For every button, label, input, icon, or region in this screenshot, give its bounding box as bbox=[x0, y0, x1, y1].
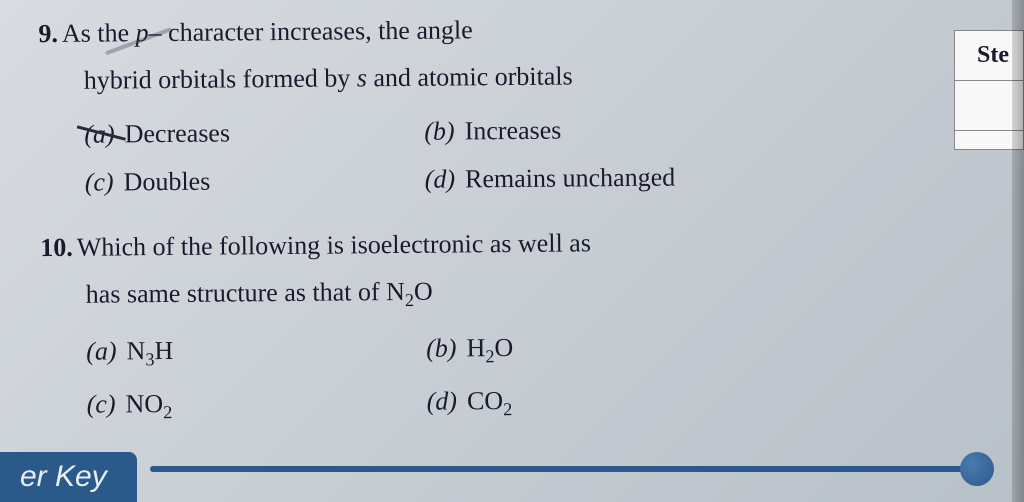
option-10c: (c) NO2 bbox=[87, 387, 407, 424]
option-10d-co: CO bbox=[467, 386, 503, 415]
option-10b-o: O bbox=[494, 333, 513, 362]
formula-n2o-o: O bbox=[414, 277, 433, 306]
question-9-line1: 9. As the p– character increases, the an… bbox=[38, 6, 992, 53]
option-9c-text: Doubles bbox=[123, 167, 210, 198]
page-edge-shadow bbox=[1012, 0, 1024, 502]
footer-line bbox=[150, 466, 970, 472]
option-10a-n: N bbox=[126, 337, 145, 366]
option-9b: (b) Increases bbox=[424, 113, 804, 146]
question-10-text1: Which of the following is isoelectronic … bbox=[77, 228, 591, 261]
option-10a-3: 3 bbox=[145, 350, 154, 370]
formula-n2o-2: 2 bbox=[405, 290, 414, 310]
option-10d-formula: CO2 bbox=[467, 386, 513, 421]
option-10c-formula: NO2 bbox=[125, 389, 172, 424]
formula-n2o-n: N bbox=[386, 277, 405, 306]
option-9d-label: (d) bbox=[425, 164, 456, 194]
option-9b-label: (b) bbox=[424, 116, 455, 146]
option-10a-label: (a) bbox=[86, 337, 117, 367]
question-10: 10. Which of the following is isoelectro… bbox=[40, 220, 996, 424]
question-10-line1: 10. Which of the following is isoelectro… bbox=[40, 220, 994, 267]
question-10-line2: has same structure as that of N2O bbox=[41, 267, 995, 318]
footer-bar: er Key bbox=[0, 442, 1024, 502]
option-9c: (c) Doubles bbox=[85, 165, 405, 198]
question-9-line2-prefix: hybrid orbitals formed by bbox=[84, 63, 357, 94]
option-10b-formula: H2O bbox=[466, 333, 513, 368]
option-9a-label: (a) bbox=[84, 119, 115, 149]
option-10d: (d) CO2 bbox=[427, 383, 807, 421]
option-10b-h: H bbox=[466, 334, 485, 363]
option-9d: (d) Remains unchanged bbox=[425, 161, 805, 194]
option-9d-text: Remains unchanged bbox=[465, 163, 675, 195]
option-9a: (a) Decreases bbox=[84, 117, 404, 150]
option-10c-label: (c) bbox=[87, 389, 116, 419]
option-9b-text: Increases bbox=[465, 116, 562, 147]
answer-key-container: er Key bbox=[0, 452, 137, 502]
question-9: 9. As the p– character increases, the an… bbox=[38, 6, 994, 198]
footer-circle-icon bbox=[960, 452, 994, 486]
option-10b-label: (b) bbox=[426, 334, 457, 364]
answer-key-label: er Key bbox=[0, 452, 137, 502]
question-number-10: 10. bbox=[40, 233, 73, 262]
option-10a-h: H bbox=[154, 336, 173, 365]
option-10c-2: 2 bbox=[163, 402, 172, 422]
option-10d-2: 2 bbox=[503, 399, 512, 419]
option-10a-formula: N3H bbox=[126, 336, 173, 371]
option-10c-no: NO bbox=[125, 389, 163, 418]
question-9-options: (a) Decreases (b) Increases (c) Doubles … bbox=[39, 112, 994, 198]
question-9-text-suffix: – character increases, the angle bbox=[148, 15, 472, 47]
option-10b: (b) H2O bbox=[426, 331, 806, 369]
question-10-line2-prefix: has same structure as that of bbox=[86, 277, 387, 309]
question-number-9: 9. bbox=[38, 19, 58, 48]
question-10-options: (a) N3H (b) H2O (c) NO2 (d) CO2 bbox=[41, 329, 996, 424]
option-10a: (a) N3H bbox=[86, 334, 406, 371]
question-9-line2: hybrid orbitals formed by s and atomic o… bbox=[39, 53, 993, 100]
option-10d-label: (d) bbox=[427, 386, 458, 416]
option-9c-label: (c) bbox=[85, 167, 114, 197]
question-9-line2-suffix: and atomic orbitals bbox=[367, 61, 573, 92]
question-9-s: s bbox=[357, 63, 367, 92]
option-9a-text: Decreases bbox=[125, 118, 231, 149]
option-10b-2: 2 bbox=[485, 347, 494, 367]
